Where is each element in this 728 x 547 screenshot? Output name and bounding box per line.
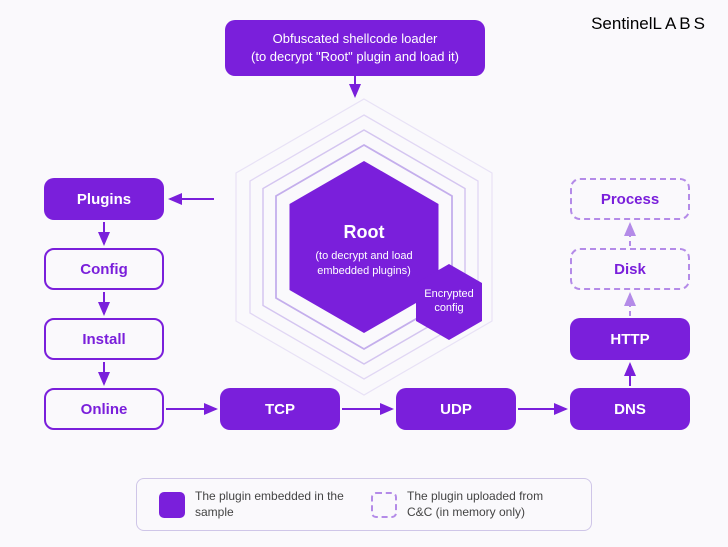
encrypted-label: Encrypted config (418, 288, 480, 316)
node-dns-label: DNS (614, 401, 646, 418)
node-http-label: HTTP (610, 331, 649, 348)
legend-uploaded-text: The plugin uploaded from C&C (in memory … (407, 489, 557, 520)
legend-solid-swatch (159, 492, 185, 518)
node-config: Config (44, 248, 164, 290)
legend-box: The plugin embedded in the sample The pl… (136, 478, 592, 531)
encrypted-config-hex: Encrypted config (418, 281, 480, 323)
node-config-label: Config (80, 261, 127, 278)
node-plugins-label: Plugins (77, 191, 131, 208)
node-process-label: Process (601, 191, 659, 208)
node-install: Install (44, 318, 164, 360)
node-process: Process (570, 178, 690, 220)
root-title: Root (344, 222, 385, 243)
node-tcp: TCP (220, 388, 340, 430)
node-install-label: Install (82, 331, 125, 348)
legend-embedded: The plugin embedded in the sample (159, 489, 345, 520)
node-udp: UDP (396, 388, 516, 430)
node-tcp-label: TCP (265, 401, 295, 418)
node-dns: DNS (570, 388, 690, 430)
node-plugins: Plugins (44, 178, 164, 220)
node-disk-label: Disk (614, 261, 646, 278)
node-http: HTTP (570, 318, 690, 360)
root-subtitle: (to decrypt and load embedded plugins) (298, 249, 430, 279)
node-online-label: Online (81, 401, 128, 418)
node-udp-label: UDP (440, 401, 472, 418)
legend-uploaded: The plugin uploaded from C&C (in memory … (371, 489, 557, 520)
legend-embedded-text: The plugin embedded in the sample (195, 489, 345, 520)
legend-dashed-swatch (371, 492, 397, 518)
node-disk: Disk (570, 248, 690, 290)
root-hex: Root (to decrypt and load embedded plugi… (298, 200, 430, 300)
node-online: Online (44, 388, 164, 430)
